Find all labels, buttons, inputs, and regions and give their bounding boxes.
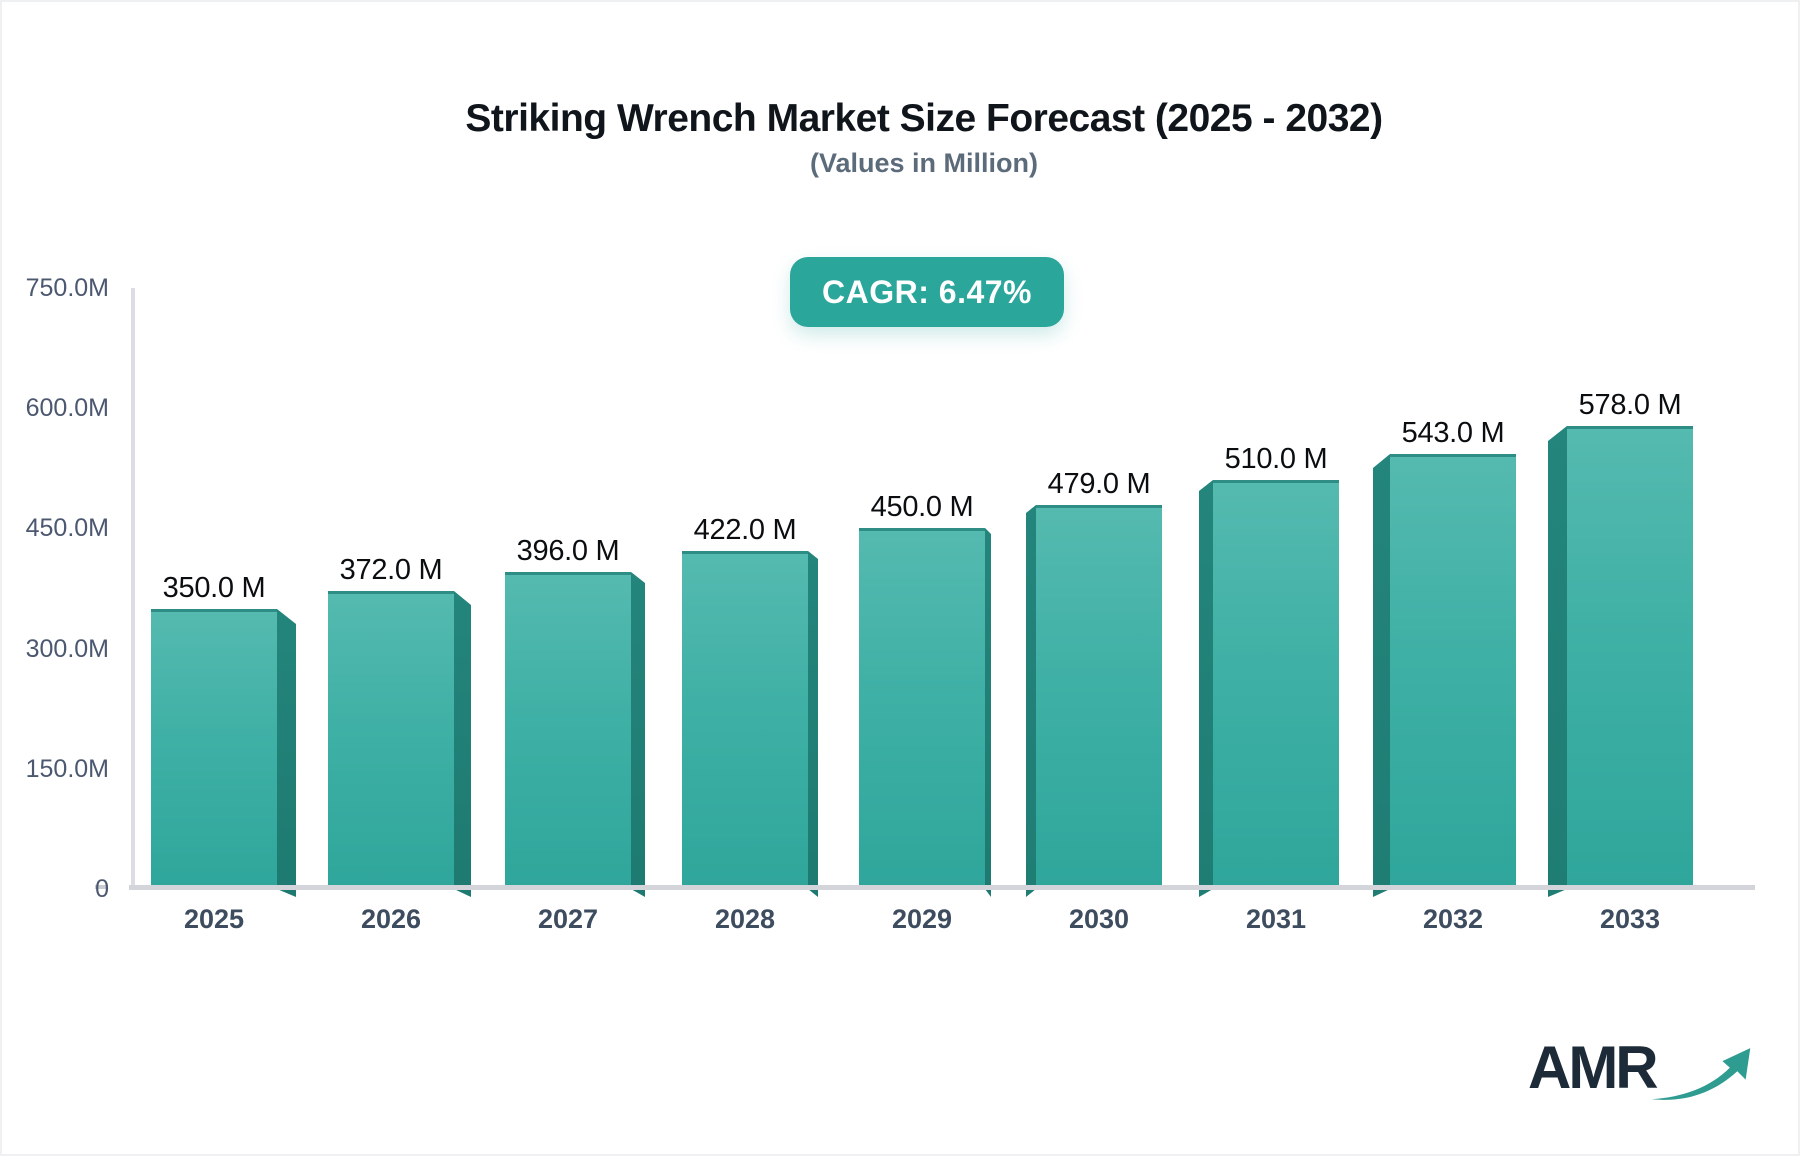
bar-2029 [859, 528, 985, 889]
y-axis-tick-label: 600.0M [25, 394, 109, 423]
bar-side-face [808, 551, 818, 897]
bar-value-label: 543.0 M [1401, 417, 1505, 449]
bar-front-face [1036, 505, 1162, 889]
bar-2026 [328, 591, 454, 889]
bar-2030 [1036, 505, 1162, 889]
bar-2025 [151, 609, 277, 889]
bar-2031 [1213, 480, 1339, 889]
bar-side-face [277, 609, 296, 897]
bar-side-face [631, 572, 645, 897]
y-axis-tick-label: 0 [95, 875, 109, 903]
x-axis-label-2031: 2031 [1245, 904, 1307, 934]
zero-tick-mark [95, 885, 108, 889]
bar-value-label: 578.0 M [1578, 389, 1682, 421]
bar-front-face [1390, 454, 1516, 889]
x-axis-label-2032: 2032 [1422, 904, 1484, 934]
x-axis-label-2027: 2027 [537, 904, 599, 934]
x-axis-baseline [129, 885, 1755, 890]
bar-2027 [505, 572, 631, 889]
brand-logo-text: AMR [1528, 1034, 1659, 1101]
bar-side-face [1026, 505, 1036, 897]
y-axis-line [131, 288, 135, 889]
bar-front-face [859, 528, 985, 889]
x-axis-label-2025: 2025 [183, 904, 245, 934]
growth-arrow-icon [1651, 1048, 1750, 1100]
x-axis-label-2028: 2028 [714, 904, 776, 934]
bar-2032 [1390, 454, 1516, 889]
bar-side-face [1548, 426, 1567, 897]
y-axis-tick-label: 750.0M [25, 274, 109, 302]
bar-front-face [1213, 480, 1339, 889]
bar-side-face [1199, 480, 1213, 897]
bar-value-label: 350.0 M [162, 572, 266, 604]
bar-side-face [985, 528, 991, 897]
chart-title: Striking Wrench Market Size Forecast (20… [465, 97, 1383, 140]
bar-value-label: 510.0 M [1224, 443, 1328, 475]
x-axis-label-2033: 2033 [1599, 904, 1661, 934]
bar-front-face [505, 572, 631, 889]
cagr-badge: CAGR: 6.47% [790, 257, 1064, 327]
bar-value-label: 479.0 M [1047, 468, 1151, 500]
bar-front-face [682, 551, 808, 889]
bar-value-label: 372.0 M [339, 554, 443, 586]
bar-front-face [151, 609, 277, 889]
bar-front-face [1567, 426, 1693, 889]
x-axis-label-2030: 2030 [1068, 904, 1130, 934]
bar-value-label: 450.0 M [870, 491, 974, 523]
x-axis-label-2029: 2029 [891, 904, 953, 934]
bar-2028 [682, 551, 808, 889]
bar-side-face [454, 591, 471, 897]
chart-header: Striking Wrench Market Size Forecast (20… [26, 96, 1798, 179]
cagr-badge-label: CAGR: 6.47% [822, 273, 1032, 310]
y-axis-tick-label: 450.0M [25, 514, 109, 543]
x-axis-label-2026: 2026 [360, 904, 422, 934]
bar-2033 [1567, 426, 1693, 889]
brand-logo: AMR [1528, 1036, 1754, 1106]
bar-side-face [1373, 454, 1390, 897]
bar-value-label: 422.0 M [693, 514, 797, 546]
bar-value-label: 396.0 M [516, 535, 620, 567]
y-axis-tick-label: 150.0M [25, 754, 109, 783]
bar-front-face [328, 591, 454, 889]
chart-subtitle: (Values in Million) [809, 148, 1039, 178]
y-axis-tick-label: 300.0M [25, 634, 109, 663]
